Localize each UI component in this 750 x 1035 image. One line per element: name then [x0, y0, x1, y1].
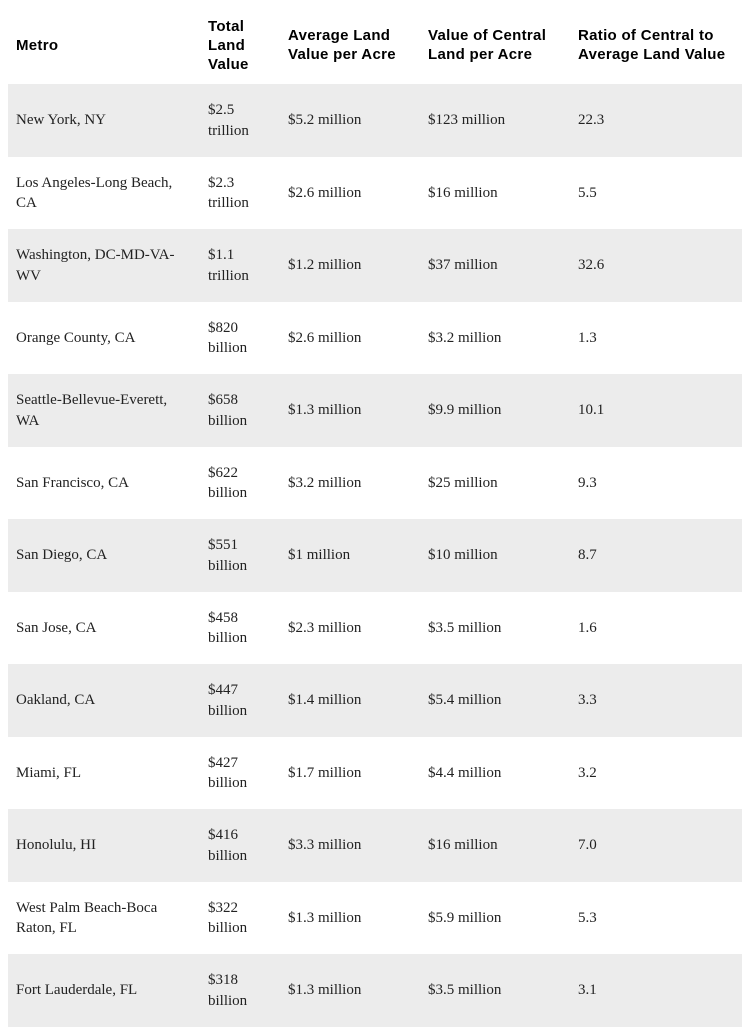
- table-cell: $1.3 million: [280, 374, 420, 447]
- table-cell: 3.2: [570, 737, 742, 810]
- table-cell: $2.3 trillion: [200, 157, 280, 230]
- table-cell: $16 million: [420, 809, 570, 882]
- table-cell: $318 billion: [200, 954, 280, 1027]
- table-cell: $3.3 million: [280, 809, 420, 882]
- table-row: San Francisco, CA$622 billion$3.2 millio…: [8, 447, 742, 520]
- table-cell: New York, NY: [8, 84, 200, 157]
- table-cell: 1.3: [570, 302, 742, 375]
- table-cell: $10 million: [420, 519, 570, 592]
- table-cell: 9.3: [570, 447, 742, 520]
- table-cell: 8.7: [570, 519, 742, 592]
- table-cell: Seattle-Bellevue-Everett, WA: [8, 374, 200, 447]
- table-cell: Washington, DC-MD-VA-WV: [8, 229, 200, 302]
- table-cell: $3.5 million: [420, 954, 570, 1027]
- table-cell: $5.9 million: [420, 882, 570, 955]
- table-cell: Miami, FL: [8, 737, 200, 810]
- table-cell: $427 billion: [200, 737, 280, 810]
- table-row: San Diego, CA$551 billion$1 million$10 m…: [8, 519, 742, 592]
- table-cell: $2.3 million: [280, 592, 420, 665]
- table-cell: San Francisco, CA: [8, 447, 200, 520]
- table-row: Seattle-Bellevue-Everett, WA$658 billion…: [8, 374, 742, 447]
- table-cell: $16 million: [420, 157, 570, 230]
- table-cell: 5.5: [570, 157, 742, 230]
- table-cell: $1.2 million: [280, 229, 420, 302]
- table-cell: $1.3 million: [280, 954, 420, 1027]
- table-cell: 10.1: [570, 374, 742, 447]
- table-cell: $1.3 million: [280, 882, 420, 955]
- table-cell: 3.3: [570, 664, 742, 737]
- table-cell: $820 billion: [200, 302, 280, 375]
- table-cell: West Palm Beach-Boca Raton, FL: [8, 882, 200, 955]
- table-body: New York, NY$2.5 trillion$5.2 million$12…: [8, 84, 742, 1027]
- table-cell: $622 billion: [200, 447, 280, 520]
- land-value-table: Metro Total Land Value Average Land Valu…: [8, 8, 742, 1027]
- table-cell: $5.2 million: [280, 84, 420, 157]
- table-row: Los Angeles-Long Beach, CA$2.3 trillion$…: [8, 157, 742, 230]
- table-row: Washington, DC-MD-VA-WV$1.1 trillion$1.2…: [8, 229, 742, 302]
- table-cell: $416 billion: [200, 809, 280, 882]
- table-cell: $37 million: [420, 229, 570, 302]
- table-cell: $1.4 million: [280, 664, 420, 737]
- table-cell: $1 million: [280, 519, 420, 592]
- table-header-row: Metro Total Land Value Average Land Valu…: [8, 8, 742, 84]
- table-cell: $2.5 trillion: [200, 84, 280, 157]
- table-cell: $3.2 million: [280, 447, 420, 520]
- table-cell: 1.6: [570, 592, 742, 665]
- table-cell: $447 billion: [200, 664, 280, 737]
- table-cell: 5.3: [570, 882, 742, 955]
- table-cell: $3.5 million: [420, 592, 570, 665]
- col-header-central: Value of Central Land per Acre: [420, 8, 570, 84]
- col-header-ratio: Ratio of Central to Average Land Value: [570, 8, 742, 84]
- table-cell: $25 million: [420, 447, 570, 520]
- table-cell: $658 billion: [200, 374, 280, 447]
- table-cell: 22.3: [570, 84, 742, 157]
- table-row: Orange County, CA$820 billion$2.6 millio…: [8, 302, 742, 375]
- table-cell: Honolulu, HI: [8, 809, 200, 882]
- table-cell: $4.4 million: [420, 737, 570, 810]
- table-cell: Orange County, CA: [8, 302, 200, 375]
- col-header-avg: Average Land Value per Acre: [280, 8, 420, 84]
- table-cell: Oakland, CA: [8, 664, 200, 737]
- table-cell: San Diego, CA: [8, 519, 200, 592]
- col-header-total: Total Land Value: [200, 8, 280, 84]
- table-cell: $1.7 million: [280, 737, 420, 810]
- col-header-metro: Metro: [8, 8, 200, 84]
- table-cell: Los Angeles-Long Beach, CA: [8, 157, 200, 230]
- table-cell: Fort Lauderdale, FL: [8, 954, 200, 1027]
- table-cell: $2.6 million: [280, 157, 420, 230]
- table-cell: $9.9 million: [420, 374, 570, 447]
- table-row: San Jose, CA$458 billion$2.3 million$3.5…: [8, 592, 742, 665]
- table-row: Fort Lauderdale, FL$318 billion$1.3 mill…: [8, 954, 742, 1027]
- table-cell: $2.6 million: [280, 302, 420, 375]
- table-row: Honolulu, HI$416 billion$3.3 million$16 …: [8, 809, 742, 882]
- table-row: Oakland, CA$447 billion$1.4 million$5.4 …: [8, 664, 742, 737]
- table-cell: $551 billion: [200, 519, 280, 592]
- table-cell: $3.2 million: [420, 302, 570, 375]
- table-cell: $123 million: [420, 84, 570, 157]
- table-cell: $5.4 million: [420, 664, 570, 737]
- table-cell: $458 billion: [200, 592, 280, 665]
- table-cell: 3.1: [570, 954, 742, 1027]
- table-row: West Palm Beach-Boca Raton, FL$322 billi…: [8, 882, 742, 955]
- table-cell: San Jose, CA: [8, 592, 200, 665]
- table-cell: 32.6: [570, 229, 742, 302]
- table-row: Miami, FL$427 billion$1.7 million$4.4 mi…: [8, 737, 742, 810]
- table-cell: $322 billion: [200, 882, 280, 955]
- table-row: New York, NY$2.5 trillion$5.2 million$12…: [8, 84, 742, 157]
- table-cell: $1.1 trillion: [200, 229, 280, 302]
- table-cell: 7.0: [570, 809, 742, 882]
